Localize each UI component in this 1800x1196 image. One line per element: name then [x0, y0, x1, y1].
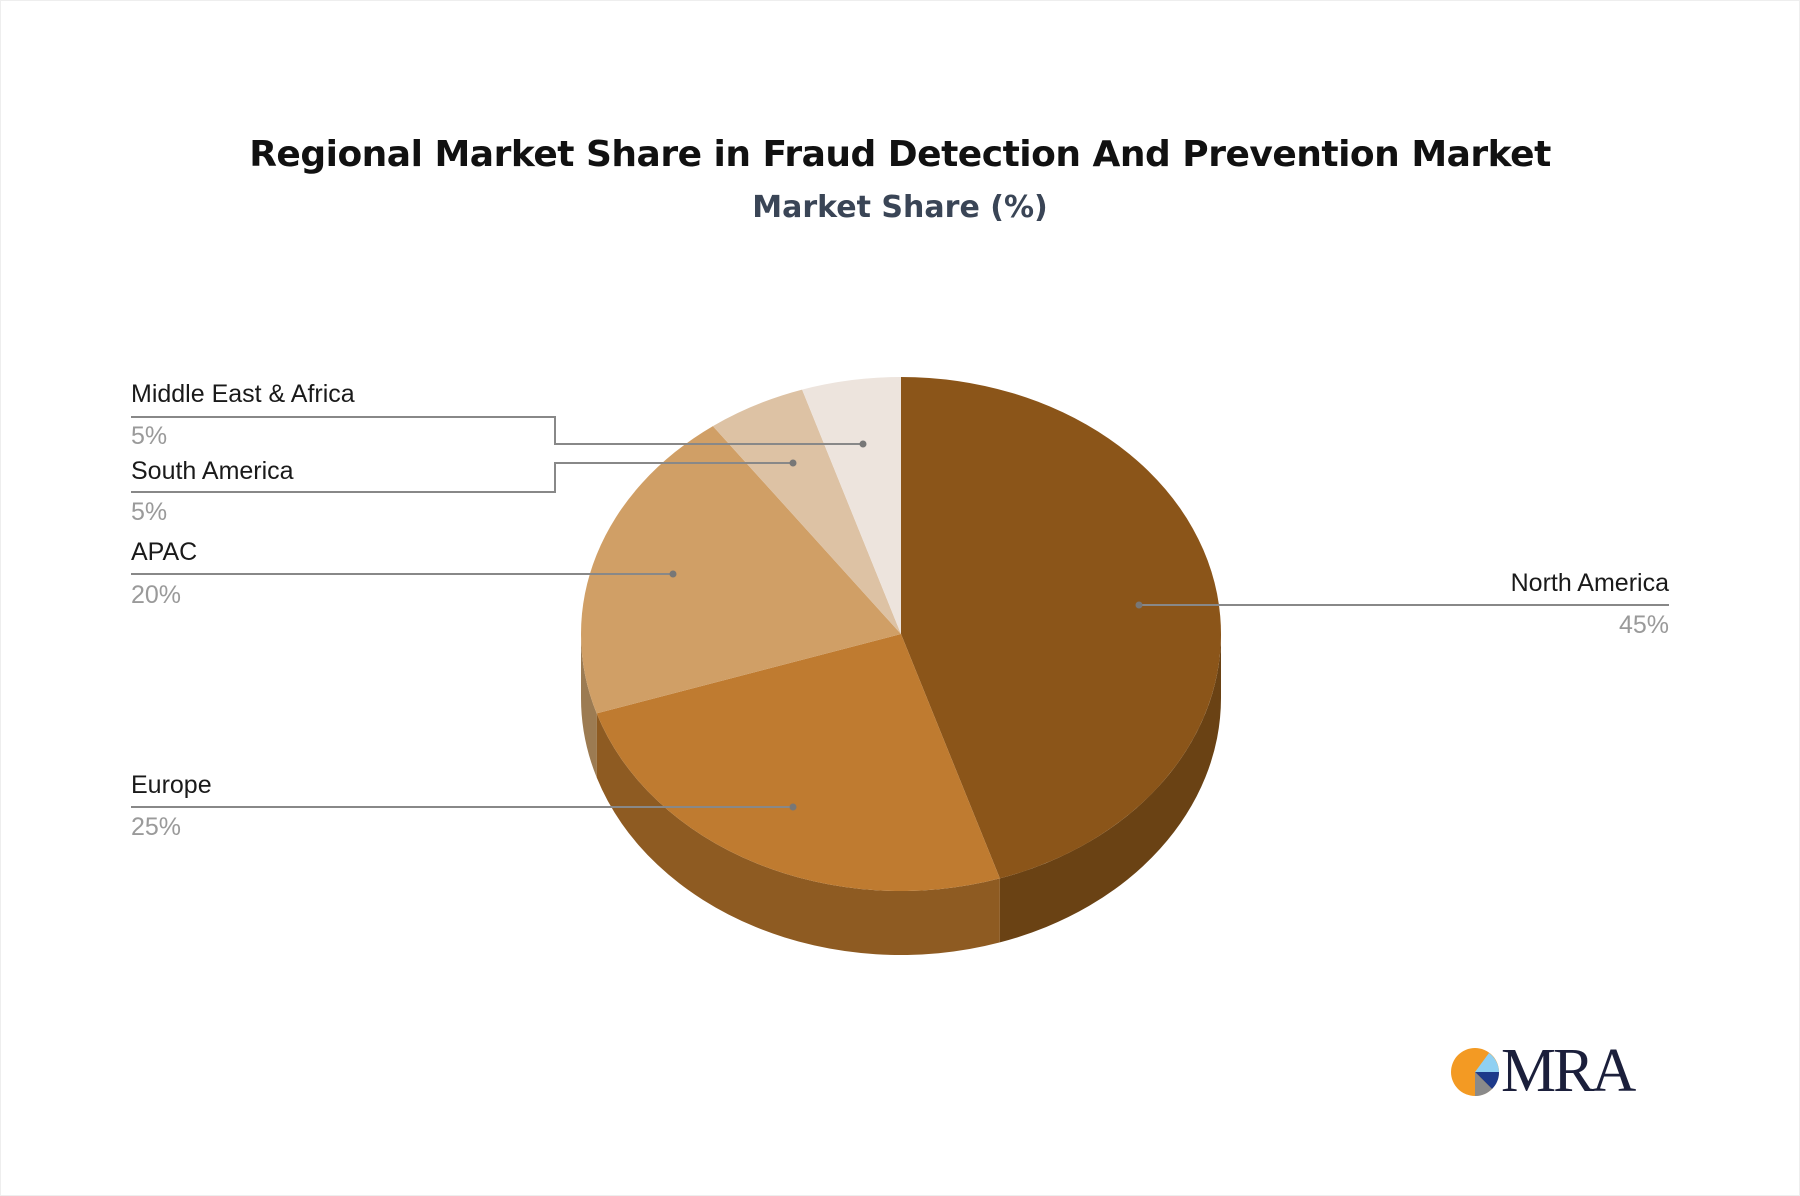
label-apac: APAC	[131, 538, 198, 566]
value-middle-east-africa: 5%	[131, 422, 168, 450]
leader-dot-middle-east-africa	[859, 440, 867, 448]
leader-dot-south-america	[789, 459, 797, 467]
leader-dot-apac	[669, 570, 677, 578]
mra-logo: MRA	[1449, 1037, 1639, 1105]
slice-south-america[interactable]	[712, 389, 901, 634]
chart-title: Regional Market Share in Fraud Detection…	[249, 134, 1551, 175]
label-north-america: North America	[1510, 569, 1669, 597]
logo-pie-icon	[1451, 1048, 1500, 1097]
label-south-america: South America	[131, 457, 294, 485]
leader-dot-europe	[789, 803, 797, 811]
slice-middle-east-africa[interactable]	[802, 377, 901, 634]
slice-side-north-america	[999, 634, 1221, 943]
value-south-america: 5%	[131, 498, 168, 526]
logo-text: MRA	[1501, 1037, 1636, 1105]
label-europe: Europe	[131, 771, 212, 799]
leader-line-south-america	[131, 462, 793, 493]
slice-europe[interactable]	[596, 634, 1000, 891]
label-middle-east-africa: Middle East & Africa	[131, 380, 355, 408]
value-europe: 25%	[131, 813, 182, 841]
leader-line-middle-east-africa	[131, 416, 863, 445]
slice-side-apac	[581, 634, 597, 778]
slice-north-america[interactable]	[901, 377, 1221, 879]
slice-side-europe	[596, 713, 1000, 955]
value-apac: 20%	[131, 581, 182, 609]
leader-dot-north-america	[1135, 601, 1143, 609]
chart-subtitle: Market Share (%)	[752, 190, 1048, 225]
slice-apac[interactable]	[581, 426, 901, 714]
value-north-america: 45%	[1618, 611, 1669, 639]
